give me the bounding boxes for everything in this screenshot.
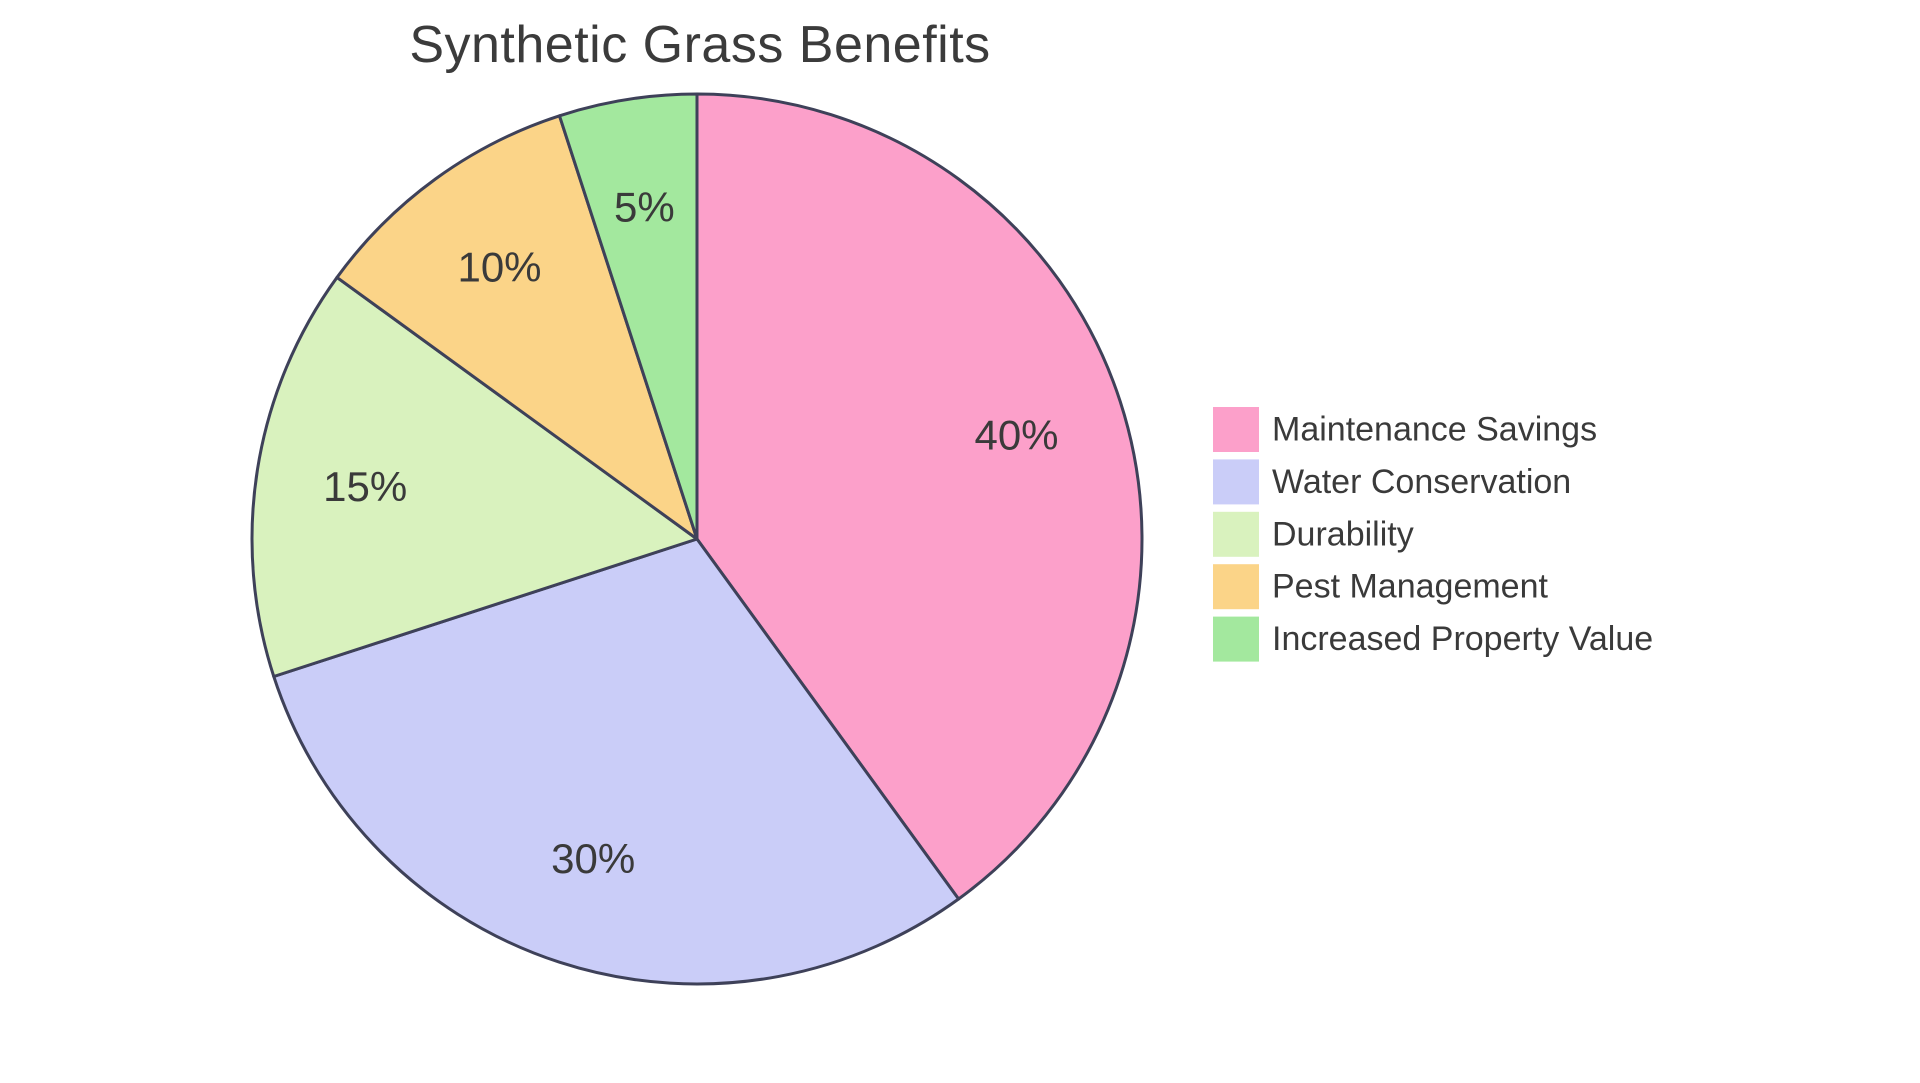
pie-slice-value-durability: 15% xyxy=(323,463,407,510)
legend-label-maintenance-savings: Maintenance Savings xyxy=(1272,411,1597,449)
legend-swatch-maintenance-savings xyxy=(1213,407,1259,452)
legend-item-water-conservation: Water Conservation xyxy=(1213,459,1571,505)
legend-swatch-durability xyxy=(1213,511,1259,557)
legend-label-durability: Durability xyxy=(1272,515,1414,553)
legend-label-pest-management: Pest Management xyxy=(1272,568,1548,606)
legend-item-maintenance-savings: Maintenance Savings xyxy=(1213,407,1597,452)
legend-label-increased-property-value: Increased Property Value xyxy=(1272,620,1653,658)
pie-slice-water-conservation xyxy=(272,537,961,986)
legend-swatch-increased-property-value xyxy=(1213,616,1259,662)
pie-slice-value-pest-management: 10% xyxy=(457,244,541,291)
chart-title: Synthetic Grass Benefits xyxy=(409,16,990,74)
pie-slice-durability xyxy=(250,275,699,679)
legend-swatch-water-conservation xyxy=(1213,459,1259,505)
pie-slice-value-increased-property-value: 5% xyxy=(614,184,675,231)
legend-swatch-pest-management xyxy=(1213,564,1259,610)
legend-item-pest-management: Pest Management xyxy=(1213,564,1548,610)
pie-slices xyxy=(250,92,1144,986)
pie-slice-maintenance-savings xyxy=(695,92,1144,901)
pie-slice-value-maintenance-savings: 40% xyxy=(974,412,1058,459)
pie-slice-labels: 40% 30% 15% 10% 5% xyxy=(323,184,1058,882)
pie-slice-pest-management xyxy=(335,114,699,541)
legend-label-water-conservation: Water Conservation xyxy=(1272,463,1571,501)
legend-item-durability: Durability xyxy=(1213,511,1414,557)
legend-item-increased-property-value: Increased Property Value xyxy=(1213,616,1653,662)
chart-legend: Maintenance Savings Water Conservation Dur… xyxy=(1213,407,1653,662)
pie-slice-value-water-conservation: 30% xyxy=(551,835,635,882)
pie-slice-increased-property-value xyxy=(557,92,699,541)
